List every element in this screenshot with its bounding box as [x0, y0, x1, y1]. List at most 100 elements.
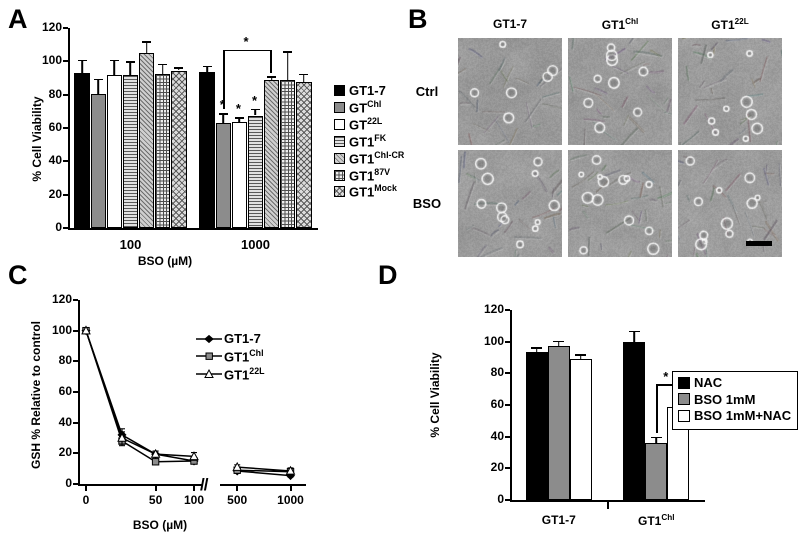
panel-c-line-GT1-7 — [237, 470, 291, 477]
panel-a-ylabel: % Cell Viability — [30, 96, 44, 182]
panel-d-y-tick — [505, 309, 510, 311]
panel-a-x-axis — [68, 228, 318, 230]
panel-a-legend-item-4: GT1Chl-CR — [334, 149, 405, 166]
panel-a-y-tick — [63, 193, 68, 196]
panel-a-bar — [171, 70, 187, 228]
panel-a-error-bar — [267, 76, 276, 80]
panel-c-y-tick-label: 20 — [58, 445, 72, 460]
panel-d-y-tick — [505, 404, 510, 406]
panel-d-y-tick — [505, 372, 510, 375]
panel-c-x-axis-left — [78, 484, 202, 486]
panel-d-error-bar — [553, 340, 565, 346]
panel-c-y-tick-label: 100 — [51, 322, 72, 337]
error-bar-cap — [174, 67, 184, 69]
panel-c-y-tick-label: 0 — [65, 476, 72, 490]
panel-a-y-tick-label: 0 — [55, 220, 62, 234]
panel-b-micrograph-r1c1 — [568, 150, 672, 257]
bracket-top — [223, 49, 272, 52]
panel-a-y-tick — [63, 60, 68, 63]
panel-d-x-axis — [510, 500, 705, 502]
panel-c-y-tick — [73, 452, 78, 455]
micrograph-canvas — [678, 38, 782, 145]
panel-d-group-separator — [606, 502, 609, 509]
error-bar-cap — [267, 76, 276, 78]
panel-c-marker-triangle-open — [232, 461, 243, 471]
panel-c-line-GT1Chl — [85, 330, 195, 463]
error-bar-cap — [283, 51, 293, 53]
panel-c-y-tick — [73, 299, 78, 301]
micrograph-canvas — [568, 150, 672, 257]
error-bar-stem — [302, 73, 305, 83]
legend-marker-diamond-filled — [196, 334, 222, 343]
panel-a-error-bar — [142, 41, 151, 53]
error-bar-cap — [126, 61, 135, 63]
panel-a-error-bar — [235, 117, 244, 123]
panel-d-legend-item-1: BSO 1mM — [678, 392, 791, 407]
scale-bar — [746, 241, 772, 246]
panel-a-chart: 0 20 40 60 80 100 120 100 * * * 1000 * — [0, 0, 340, 270]
panel-b-letter: B — [408, 4, 428, 34]
panel-c-x-tick-label: 50 — [148, 493, 163, 507]
legend-swatch-white — [334, 118, 345, 130]
error-bar-stem — [286, 51, 289, 80]
panel-b-column-header-0: GT1-7 — [492, 17, 527, 31]
panel-c-x-tick — [289, 486, 292, 491]
panel-c-y-tick — [73, 391, 78, 393]
error-bar-cap — [93, 78, 103, 81]
panel-d-y-tick — [505, 499, 510, 501]
panel-a-error-bar — [202, 65, 212, 73]
panel-a-error-bar — [110, 59, 119, 75]
panel-a-legend-label: GT22L — [349, 115, 383, 132]
panel-d-error-bar — [575, 354, 587, 360]
panel-a-y-tick — [63, 227, 68, 229]
panel-a-bar — [122, 74, 139, 228]
panel-c-marker-triangle-open — [150, 448, 161, 458]
panel-d-error-bar — [650, 436, 662, 443]
error-bar-stem — [254, 108, 257, 116]
panel-a-letter: A — [8, 4, 28, 34]
panel-a-legend-item-6: GT1Mock — [334, 184, 404, 199]
panel-d-y-tick-label: 60 — [490, 397, 504, 411]
panel-c-legend: GT1-7 GT1Chl GT122L — [196, 332, 265, 385]
panel-a-y-tick-label: 40 — [48, 153, 62, 168]
panel-c-marker-triangle-open — [81, 325, 91, 335]
panel-c-series-layer — [81, 325, 296, 481]
panel-a-y-tick-label: 80 — [48, 86, 62, 101]
panel-a-bar — [90, 93, 107, 228]
panel-a-error-bar — [299, 73, 309, 83]
panel-a-bar — [138, 53, 155, 228]
legend-swatch-grid — [334, 169, 345, 181]
error-bar-cap — [110, 59, 119, 62]
error-bar-stem — [81, 59, 83, 73]
error-bar-stem — [145, 41, 148, 53]
panel-a-error-bar — [251, 108, 260, 116]
error-bar-stem — [177, 67, 180, 71]
panel-a-legend-label: GTChl — [349, 98, 382, 115]
panel-a-bar — [199, 72, 215, 228]
error-bar-cap — [142, 41, 151, 43]
panel-a-legend-item-2: GT22L — [334, 115, 404, 132]
panel-a-legend-label: GT1Chl-CR — [349, 149, 405, 166]
panel-c-legend-item-0: GT1-7 — [196, 332, 265, 346]
panel-a-error-bar — [158, 63, 168, 74]
panel-a-y-tick — [63, 127, 68, 129]
panel-a-bar — [106, 74, 123, 228]
panel-d-y-tick-label: 100 — [483, 333, 504, 348]
panel-c-line-GT1-7 — [85, 330, 195, 462]
panel-d-error-bar — [531, 347, 543, 352]
panel-c-y-tick — [73, 421, 78, 424]
bracket-top — [656, 384, 679, 386]
error-bar-cap — [77, 59, 87, 62]
panel-a-bar — [74, 73, 90, 228]
panel-a-significance-star: * — [220, 98, 225, 111]
panel-c-y-tick-label: 60 — [58, 384, 72, 398]
error-bar-stem — [633, 330, 636, 342]
panel-b-micrograph-grid: GT1-7 GT1Chl GT122L Ctrl BSO — [400, 0, 800, 270]
panel-a-y-tick-label: 120 — [41, 20, 62, 34]
panel-c-x-tick-label: 1000 — [277, 493, 304, 507]
panel-d-y-tick — [505, 340, 510, 343]
panel-c-legend-label: GT1Chl — [224, 347, 264, 364]
error-bar-cap — [628, 330, 640, 333]
panel-c-axis-break: // — [200, 475, 208, 494]
